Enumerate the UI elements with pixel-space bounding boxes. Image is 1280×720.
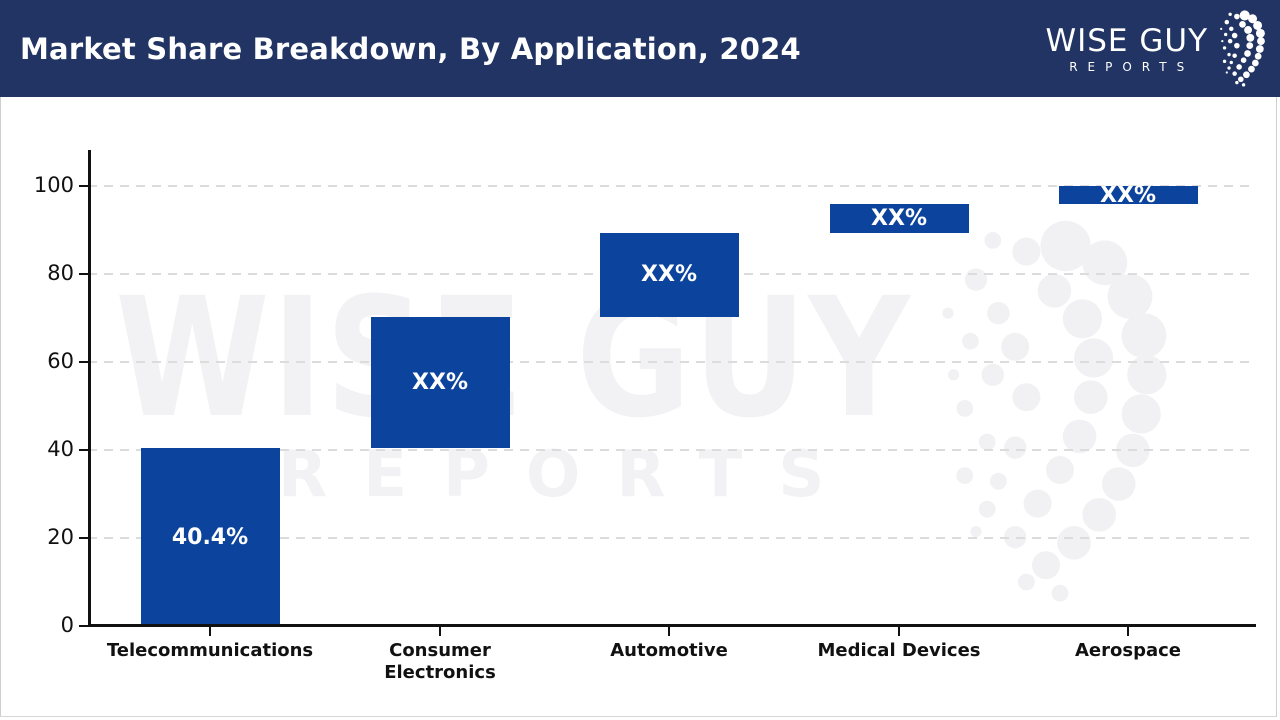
y-tick-label: 0 xyxy=(60,613,74,637)
y-tick-mark xyxy=(79,361,88,363)
bar-value-label: 40.4% xyxy=(171,524,249,550)
x-axis-category-label: Automotive xyxy=(610,640,728,661)
x-tick-mark xyxy=(898,627,900,636)
gridline xyxy=(88,449,1256,451)
gridline xyxy=(88,185,1256,187)
y-tick-label: 80 xyxy=(47,261,74,285)
x-axis-line xyxy=(88,624,1256,627)
y-axis-line xyxy=(88,150,91,627)
dotted-head-logo-icon xyxy=(1220,10,1265,87)
x-axis-category-label: Medical Devices xyxy=(817,640,981,661)
watermark-head-icon xyxy=(942,220,1167,602)
header-band: Market Share Breakdown, By Application, … xyxy=(0,0,1280,97)
x-tick-mark xyxy=(439,627,441,636)
x-tick-mark xyxy=(668,627,670,636)
y-tick-mark xyxy=(79,537,88,539)
gridline xyxy=(88,361,1256,363)
y-tick-mark xyxy=(79,625,88,627)
x-axis-category-label: Telecommunications xyxy=(106,640,314,661)
bar-value-label: XX% xyxy=(1100,182,1156,208)
bar-segment: XX% xyxy=(370,317,510,449)
x-axis-category-label: Consumer Electronics xyxy=(384,640,496,683)
page-title: Market Share Breakdown, By Application, … xyxy=(20,31,801,66)
bar-segment: 40.4% xyxy=(140,448,280,626)
brand-logo-text: WISE GUY REPORTS xyxy=(1045,22,1208,74)
y-tick-label: 60 xyxy=(47,349,74,373)
y-tick-label: 20 xyxy=(47,525,74,549)
brand-subname: REPORTS xyxy=(1069,59,1195,74)
y-tick-label: 100 xyxy=(33,173,74,197)
x-axis-category-label: Aerospace xyxy=(1074,640,1181,661)
bar-segment: XX% xyxy=(1058,182,1198,208)
brand-logo: WISE GUY REPORTS xyxy=(1045,8,1266,90)
y-tick-label: 40 xyxy=(47,437,74,461)
bar-value-label: XX% xyxy=(412,370,468,396)
bar-segment: XX% xyxy=(599,232,739,318)
y-tick-mark xyxy=(79,449,88,451)
brand-name: WISE GUY xyxy=(1045,22,1208,59)
watermark-text-primary: WISE GUY xyxy=(115,262,912,454)
gridline xyxy=(88,537,1256,539)
bar-value-label: XX% xyxy=(871,206,927,232)
x-tick-mark xyxy=(209,627,211,636)
y-tick-mark xyxy=(79,273,88,275)
bar-segment: XX% xyxy=(829,204,969,233)
bar-value-label: XX% xyxy=(641,262,697,288)
y-tick-mark xyxy=(79,185,88,187)
x-tick-mark xyxy=(1127,627,1129,636)
